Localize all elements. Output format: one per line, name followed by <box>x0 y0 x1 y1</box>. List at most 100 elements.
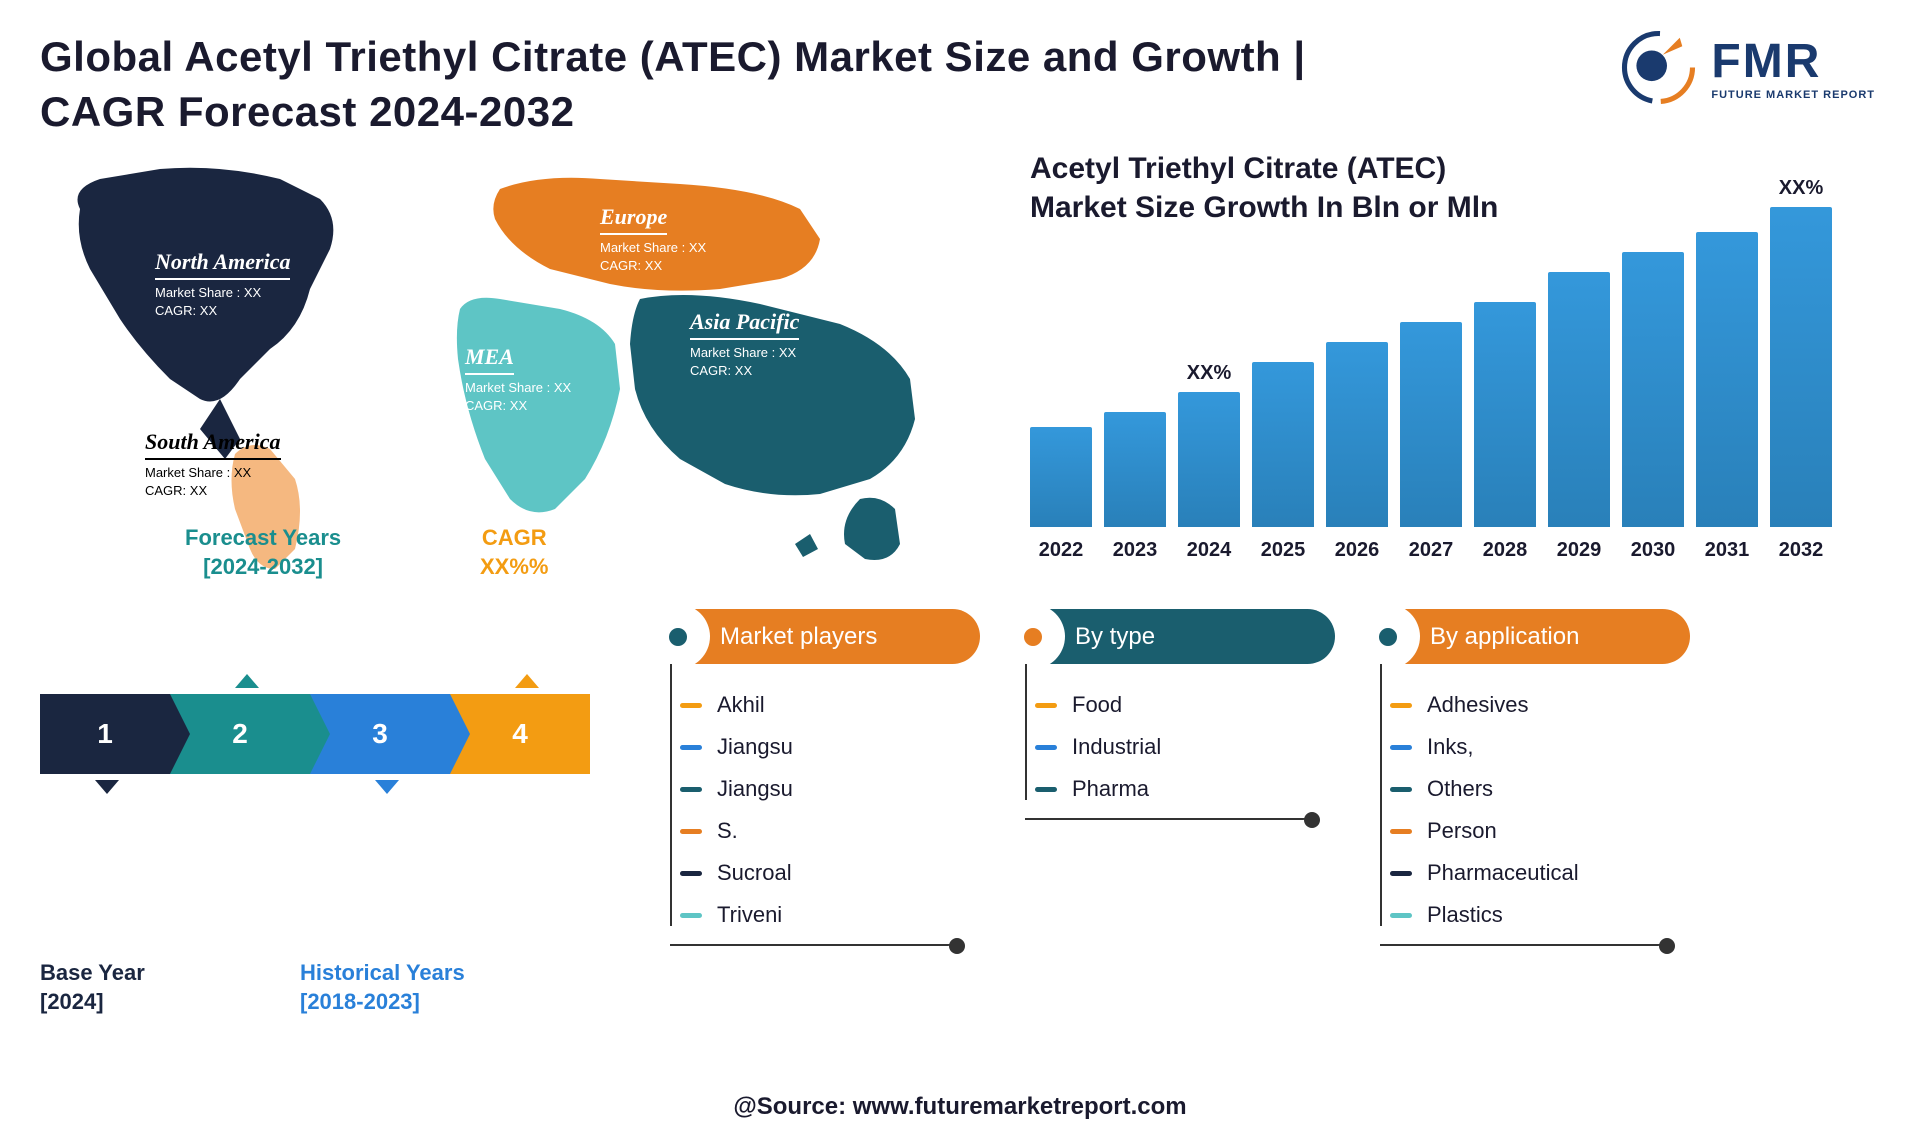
timeline-segment-2: 2 <box>170 694 310 774</box>
list-item-text: Food <box>1072 692 1122 718</box>
dot-icon <box>1659 938 1675 954</box>
list-item-text: Adhesives <box>1427 692 1529 718</box>
list-item: Jiangsu <box>680 768 965 810</box>
list-item: Others <box>1390 768 1675 810</box>
bar-year-label: 2027 <box>1409 539 1454 562</box>
region-mea: MEA Market Share : XX CAGR: XX <box>465 344 571 415</box>
list-item-text: Others <box>1427 776 1493 802</box>
bar <box>1252 362 1314 527</box>
bar-2028: 2028 <box>1474 302 1536 562</box>
dash-icon <box>1390 913 1412 918</box>
world-map: North America Market Share : XX CAGR: XX… <box>40 149 980 569</box>
dash-icon <box>680 703 702 708</box>
logo-text-main: FMR <box>1711 34 1875 89</box>
dash-icon <box>680 871 702 876</box>
list-item-text: Pharmaceutical <box>1427 860 1579 886</box>
list-item: Akhil <box>680 684 965 726</box>
bar-2030: 2030 <box>1622 252 1684 562</box>
bar-2022: 2022 <box>1030 427 1092 562</box>
logo-icon <box>1616 25 1701 110</box>
list-item: Triveni <box>680 894 965 936</box>
category-market-players: Market playersAkhilJiangsuJiangsuS.Sucro… <box>650 609 980 936</box>
dash-icon <box>680 829 702 834</box>
list-item-text: S. <box>717 818 738 844</box>
list-item-text: Triveni <box>717 902 782 928</box>
list-item-text: Jiangsu <box>717 776 793 802</box>
bar-value-label: XX% <box>1779 177 1823 200</box>
list-item: Sucroal <box>680 852 965 894</box>
bar-year-label: 2023 <box>1113 539 1158 562</box>
dash-icon <box>1390 871 1412 876</box>
list-item: Plastics <box>1390 894 1675 936</box>
bar-2029: 2029 <box>1548 272 1610 562</box>
bar-2027: 2027 <box>1400 322 1462 562</box>
list-item-text: Person <box>1427 818 1497 844</box>
page-title: Global Acetyl Triethyl Citrate (ATEC) Ma… <box>40 30 1390 139</box>
category-list: Akhil Jiangsu Jiangsu S. Sucroal Triveni <box>650 684 980 936</box>
list-item: Adhesives <box>1390 684 1675 726</box>
dot-icon <box>949 938 965 954</box>
bar-year-label: 2026 <box>1335 539 1380 562</box>
list-item-text: Plastics <box>1427 902 1503 928</box>
historical-years-label: Historical Years [2018-2023] <box>300 959 465 1016</box>
list-item-text: Pharma <box>1072 776 1149 802</box>
category-list: FoodIndustrialPharma <box>1005 684 1335 810</box>
bar <box>1770 207 1832 527</box>
circle-icon <box>1355 604 1420 669</box>
dash-icon <box>1035 787 1057 792</box>
region-europe: Europe Market Share : XX CAGR: XX <box>600 204 706 275</box>
bar-year-label: 2028 <box>1483 539 1528 562</box>
list-item-text: Akhil <box>717 692 765 718</box>
bar-2031: 2031 <box>1696 232 1758 562</box>
dash-icon <box>1390 829 1412 834</box>
timeline-segment-3: 3 <box>310 694 450 774</box>
bar <box>1104 412 1166 527</box>
bar-year-label: 2029 <box>1557 539 1602 562</box>
bar-year-label: 2024 <box>1187 539 1232 562</box>
circle-icon <box>1000 604 1065 669</box>
list-item: Jiangsu <box>680 726 965 768</box>
bar-year-label: 2031 <box>1705 539 1750 562</box>
triangle-up-icon <box>515 674 539 688</box>
bar-value-label: XX% <box>1187 362 1231 385</box>
bar-2032: XX%2032 <box>1770 207 1832 562</box>
bar-2023: 2023 <box>1104 412 1166 562</box>
base-year-label: Base Year [2024] <box>40 959 145 1016</box>
dot-icon <box>1304 812 1320 828</box>
region-asia-pacific: Asia Pacific Market Share : XX CAGR: XX <box>690 309 799 380</box>
circle-icon <box>645 604 710 669</box>
bar <box>1474 302 1536 527</box>
source-text: @Source: www.futuremarketreport.com <box>733 1093 1186 1121</box>
bar-year-label: 2022 <box>1039 539 1084 562</box>
list-item: Pharma <box>1035 768 1320 810</box>
timeline: Forecast Years [2024-2032] CAGR XX%% 1 2… <box>40 609 620 936</box>
cagr-label: CAGR XX%% <box>480 524 548 581</box>
list-item: Food <box>1035 684 1320 726</box>
bar-chart: Acetyl Triethyl Citrate (ATEC) Market Si… <box>1000 149 1880 569</box>
category-by-application: By applicationAdhesivesInks,OthersPerson… <box>1360 609 1690 936</box>
bar-year-label: 2030 <box>1631 539 1676 562</box>
triangle-down-icon <box>375 780 399 794</box>
list-item-text: Inks, <box>1427 734 1473 760</box>
list-item: S. <box>680 810 965 852</box>
bar-2024: XX%2024 <box>1178 392 1240 562</box>
forecast-label: Forecast Years [2024-2032] <box>185 524 341 581</box>
bar <box>1400 322 1462 527</box>
region-north-america: North America Market Share : XX CAGR: XX <box>155 249 290 320</box>
triangle-up-icon <box>235 674 259 688</box>
bar <box>1030 427 1092 527</box>
dash-icon <box>1390 745 1412 750</box>
list-item: Person <box>1390 810 1675 852</box>
bar-year-label: 2032 <box>1779 539 1824 562</box>
bar <box>1178 392 1240 527</box>
region-south-america: South America Market Share : XX CAGR: XX <box>145 429 281 500</box>
dash-icon <box>1390 703 1412 708</box>
dash-icon <box>680 913 702 918</box>
bar <box>1548 272 1610 527</box>
triangle-down-icon <box>95 780 119 794</box>
bar-2025: 2025 <box>1252 362 1314 562</box>
list-item-text: Sucroal <box>717 860 792 886</box>
bar <box>1326 342 1388 527</box>
list-item-text: Jiangsu <box>717 734 793 760</box>
logo-text-sub: FUTURE MARKET REPORT <box>1711 89 1875 101</box>
